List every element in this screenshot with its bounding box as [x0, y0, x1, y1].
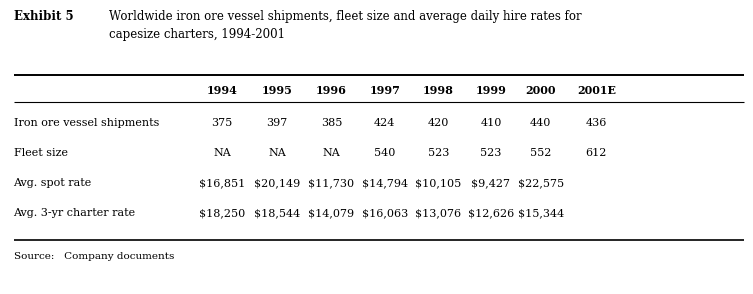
Text: 1994: 1994 — [206, 85, 238, 96]
Text: 1995: 1995 — [261, 85, 293, 96]
Text: Fleet size: Fleet size — [14, 148, 68, 158]
Text: NA: NA — [322, 148, 340, 158]
Text: $16,851: $16,851 — [199, 178, 245, 188]
Text: Worldwide iron ore vessel shipments, fleet size and average daily hire rates for: Worldwide iron ore vessel shipments, fle… — [109, 10, 582, 41]
Text: 420: 420 — [428, 118, 449, 128]
Text: $18,544: $18,544 — [254, 208, 300, 218]
Text: 612: 612 — [586, 148, 607, 158]
Text: $11,730: $11,730 — [308, 178, 355, 188]
Text: $9,427: $9,427 — [471, 178, 511, 188]
Text: $20,149: $20,149 — [254, 178, 300, 188]
Text: 385: 385 — [321, 118, 342, 128]
Text: Avg. 3-yr charter rate: Avg. 3-yr charter rate — [14, 208, 136, 218]
Text: 397: 397 — [267, 118, 288, 128]
Text: Avg. spot rate: Avg. spot rate — [14, 178, 92, 188]
Text: $14,794: $14,794 — [361, 178, 408, 188]
Text: $10,105: $10,105 — [415, 178, 462, 188]
Text: 436: 436 — [586, 118, 607, 128]
Text: Source:   Company documents: Source: Company documents — [14, 252, 174, 261]
Text: $15,344: $15,344 — [517, 208, 564, 218]
Text: $22,575: $22,575 — [517, 178, 564, 188]
Text: 523: 523 — [480, 148, 501, 158]
Text: $13,076: $13,076 — [415, 208, 462, 218]
Text: 1999: 1999 — [475, 85, 507, 96]
Text: 440: 440 — [530, 118, 551, 128]
Text: Exhibit 5: Exhibit 5 — [14, 10, 73, 23]
Text: 540: 540 — [374, 148, 395, 158]
Text: 2000: 2000 — [526, 85, 556, 96]
Text: Iron ore vessel shipments: Iron ore vessel shipments — [14, 118, 159, 128]
Text: 1997: 1997 — [369, 85, 401, 96]
Text: $16,063: $16,063 — [361, 208, 408, 218]
Text: $14,079: $14,079 — [308, 208, 355, 218]
Text: 410: 410 — [480, 118, 501, 128]
Text: $18,250: $18,250 — [199, 208, 245, 218]
Text: 375: 375 — [212, 118, 233, 128]
Text: 424: 424 — [374, 118, 395, 128]
Text: NA: NA — [268, 148, 286, 158]
Text: 2001E: 2001E — [577, 85, 616, 96]
Text: 523: 523 — [428, 148, 449, 158]
Text: $12,626: $12,626 — [468, 208, 514, 218]
Text: 1998: 1998 — [422, 85, 454, 96]
Text: 552: 552 — [530, 148, 551, 158]
Text: 1996: 1996 — [316, 85, 347, 96]
Text: NA: NA — [213, 148, 231, 158]
